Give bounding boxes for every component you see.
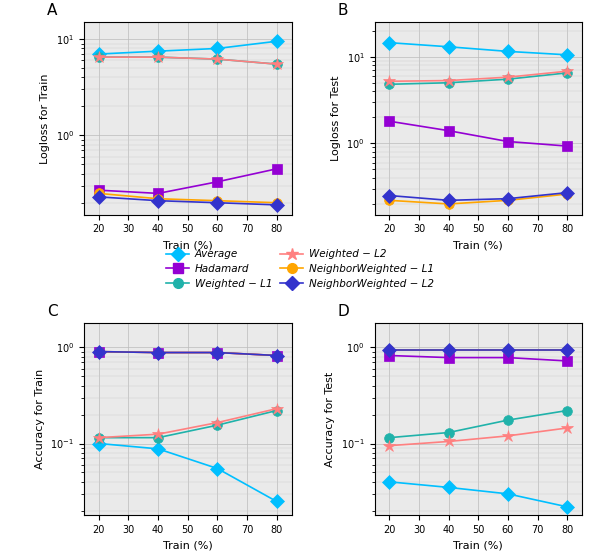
X-axis label: Train (%): Train (%) (454, 541, 503, 551)
Y-axis label: Logloss for Test: Logloss for Test (331, 76, 341, 161)
Y-axis label: Logloss for Train: Logloss for Train (40, 73, 50, 164)
Text: B: B (337, 3, 347, 18)
X-axis label: Train (%): Train (%) (454, 240, 503, 250)
X-axis label: Train (%): Train (%) (163, 240, 212, 250)
Y-axis label: Accuracy for Train: Accuracy for Train (35, 369, 45, 469)
X-axis label: Train (%): Train (%) (163, 541, 212, 551)
Legend: Average, Hadamard, Weighted − L1, Weighted − L2, NeighborWeighted − L1, Neighbor: Average, Hadamard, Weighted − L1, Weight… (162, 245, 438, 293)
Text: C: C (47, 304, 57, 319)
Text: D: D (337, 304, 349, 319)
Text: A: A (47, 3, 57, 18)
Y-axis label: Accuracy for Test: Accuracy for Test (325, 371, 335, 466)
